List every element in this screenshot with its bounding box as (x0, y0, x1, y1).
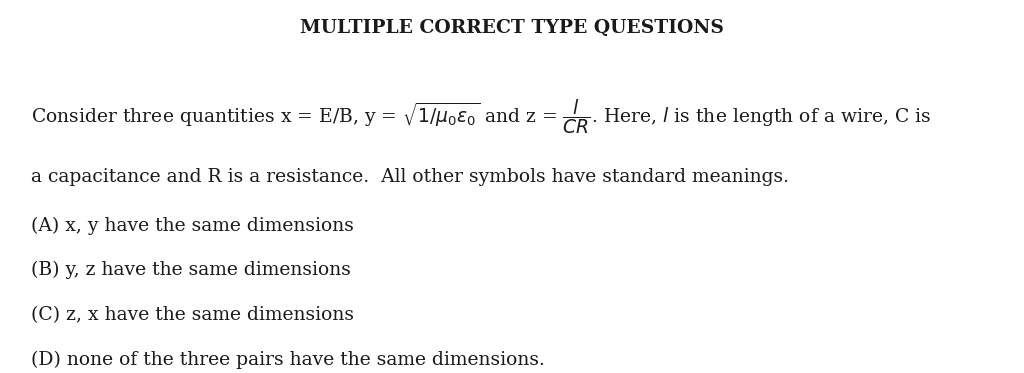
Text: MULTIPLE CORRECT TYPE QUESTIONS: MULTIPLE CORRECT TYPE QUESTIONS (300, 19, 724, 37)
Text: (C) z, x have the same dimensions: (C) z, x have the same dimensions (31, 306, 353, 324)
Text: (A) x, y have the same dimensions: (A) x, y have the same dimensions (31, 216, 353, 235)
Text: a capacitance and R is a resistance.  All other symbols have standard meanings.: a capacitance and R is a resistance. All… (31, 168, 788, 186)
Text: (B) y, z have the same dimensions: (B) y, z have the same dimensions (31, 261, 350, 279)
Text: (D) none of the three pairs have the same dimensions.: (D) none of the three pairs have the sam… (31, 351, 545, 369)
Text: Consider three quantities x = E/B, y = $\sqrt{1/\mu_0\varepsilon_0}$ and z = $\d: Consider three quantities x = E/B, y = $… (31, 97, 931, 136)
